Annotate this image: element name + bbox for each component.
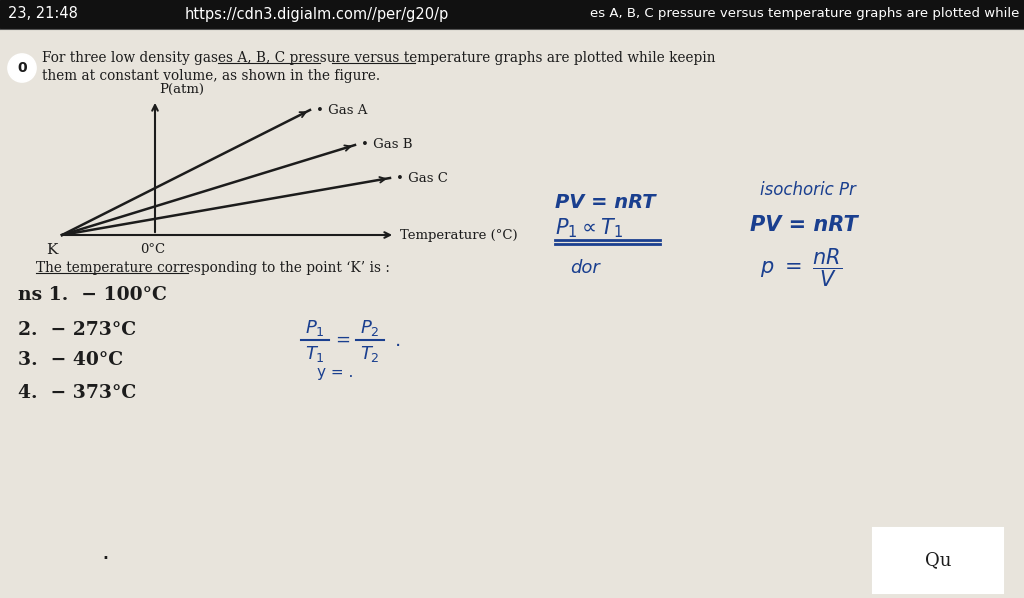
Text: PV = nRT: PV = nRT bbox=[555, 193, 655, 212]
Text: P(atm): P(atm) bbox=[159, 83, 204, 96]
Text: .: . bbox=[101, 540, 109, 564]
Text: 4.  − 373°C: 4. − 373°C bbox=[18, 384, 136, 402]
Text: 0: 0 bbox=[17, 61, 27, 75]
Text: $P_1$: $P_1$ bbox=[305, 318, 325, 338]
Text: https://cdn3.digialm.com//per/g20/p: https://cdn3.digialm.com//per/g20/p bbox=[185, 7, 450, 22]
Text: $P_2$: $P_2$ bbox=[360, 318, 380, 338]
Text: The temperature corresponding to the point ‘K’ is :: The temperature corresponding to the poi… bbox=[36, 261, 390, 275]
Text: them at constant volume, as shown in the figure.: them at constant volume, as shown in the… bbox=[42, 69, 380, 83]
Text: 2.  − 273°C: 2. − 273°C bbox=[18, 321, 136, 339]
Text: Temperature (°C): Temperature (°C) bbox=[400, 228, 517, 242]
Text: Qu: Qu bbox=[925, 551, 951, 569]
Text: $T_2$: $T_2$ bbox=[360, 344, 380, 364]
Bar bbox=[873, 528, 1002, 593]
Text: 3.  − 40°C: 3. − 40°C bbox=[18, 351, 123, 369]
Text: y = .: y = . bbox=[316, 365, 353, 380]
Text: For three low density gases A, B, C pressure versus temperature graphs are plott: For three low density gases A, B, C pres… bbox=[42, 51, 716, 65]
Text: 23, 21:48: 23, 21:48 bbox=[8, 7, 78, 22]
Text: • Gas B: • Gas B bbox=[361, 139, 413, 151]
Text: es A, B, C pressure versus temperature graphs are plotted while keepin: es A, B, C pressure versus temperature g… bbox=[590, 8, 1024, 20]
Text: PV = nRT: PV = nRT bbox=[750, 215, 858, 235]
Text: isochoric Pr: isochoric Pr bbox=[760, 181, 856, 199]
Circle shape bbox=[8, 54, 36, 82]
Text: • Gas A: • Gas A bbox=[316, 103, 368, 117]
Text: =: = bbox=[336, 331, 350, 349]
Text: K: K bbox=[47, 243, 58, 257]
Text: .: . bbox=[395, 331, 401, 349]
Text: 0°C: 0°C bbox=[140, 243, 166, 256]
Bar bbox=[0, 0, 1024, 28]
Text: $P_1\propto T_1$: $P_1\propto T_1$ bbox=[555, 216, 624, 240]
Text: dor: dor bbox=[570, 259, 600, 277]
Text: $T_1$: $T_1$ bbox=[305, 344, 325, 364]
Text: $p\ =\ \dfrac{nR}{V}$: $p\ =\ \dfrac{nR}{V}$ bbox=[760, 247, 842, 289]
Text: • Gas C: • Gas C bbox=[396, 172, 447, 185]
Text: ns 1.  − 100°C: ns 1. − 100°C bbox=[18, 286, 167, 304]
